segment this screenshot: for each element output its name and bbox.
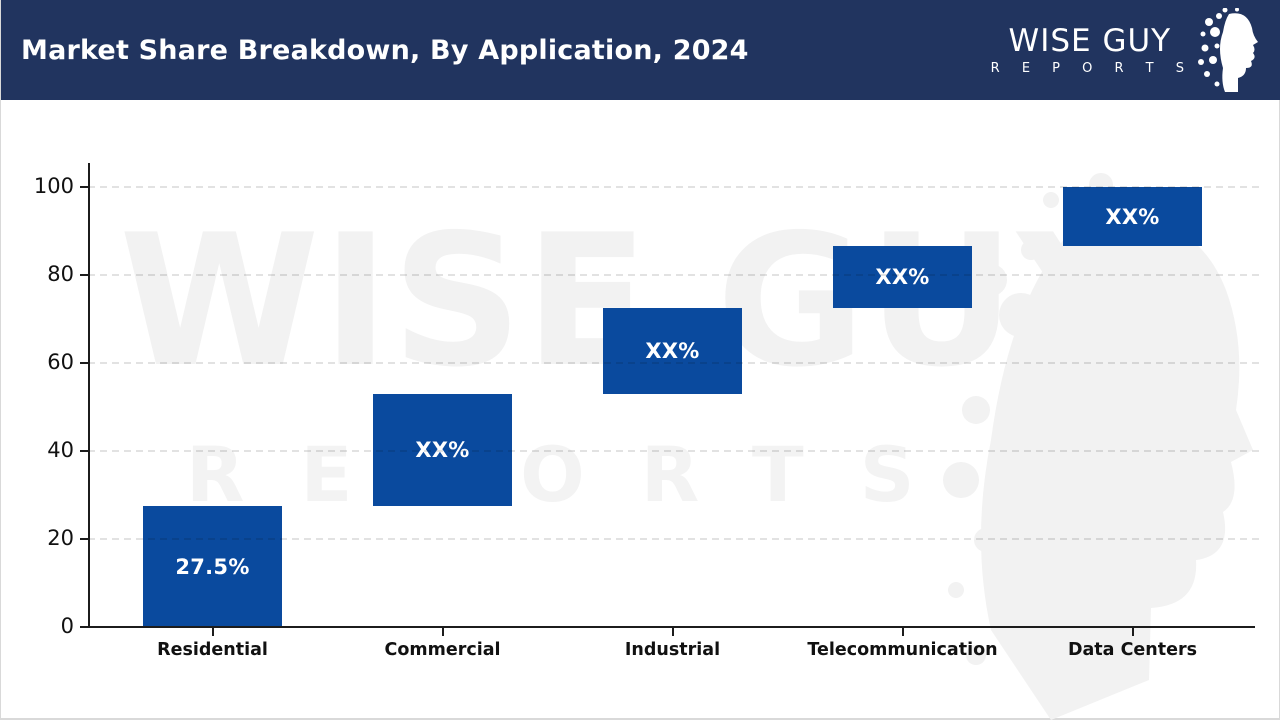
gridline-100	[88, 186, 1263, 188]
category-label-telecommunication: Telecommunication	[807, 640, 998, 660]
bar-value-label: 27.5%	[175, 554, 250, 579]
y-tick-40	[80, 450, 88, 452]
x-axis	[88, 626, 1255, 628]
brand-logo-face-icon	[1198, 8, 1258, 92]
bar-value-label: XX%	[1105, 204, 1160, 229]
bar-industrial: XX%	[603, 308, 742, 394]
header: Market Share Breakdown, By Application, …	[1, 0, 1280, 100]
y-tick-label-80: 80	[47, 262, 74, 286]
gridline-20	[88, 538, 1263, 540]
chart-title: Market Share Breakdown, By Application, …	[21, 34, 749, 66]
gridline-60	[88, 362, 1263, 364]
bar-residential: 27.5%	[143, 506, 282, 627]
x-tick-1	[211, 628, 214, 636]
y-tick-80	[80, 274, 88, 276]
brand-logo: WISE GUY R E P O R T S	[987, 8, 1267, 92]
x-tick-3	[671, 628, 674, 636]
bar-telecommunication: XX%	[833, 246, 972, 308]
gridline-40	[88, 450, 1263, 452]
bar-data-centers: XX%	[1063, 187, 1202, 247]
category-label-data-centers: Data Centers	[1067, 640, 1198, 660]
brand-logo-wordmark: WISE GUY	[1008, 22, 1172, 59]
bar-commercial: XX%	[373, 393, 512, 506]
category-label-commercial: Commercial	[384, 640, 501, 660]
y-tick-label-40: 40	[47, 438, 74, 462]
gridline-80	[88, 274, 1263, 276]
y-tick-label-20: 20	[47, 526, 74, 550]
x-tick-5	[1131, 628, 1134, 636]
bar-value-label: XX%	[415, 437, 470, 462]
x-tick-2	[441, 628, 444, 636]
x-tick-4	[901, 628, 904, 636]
y-tick-label-60: 60	[47, 350, 74, 374]
brand-logo-subtitle: R E P O R T S	[990, 60, 1193, 76]
y-tick-label-100: 100	[33, 174, 74, 198]
y-tick-60	[80, 362, 88, 364]
bar-value-label: XX%	[645, 338, 700, 363]
y-tick-100	[80, 186, 88, 188]
category-label-residential: Residential	[157, 640, 268, 660]
y-axis	[88, 163, 90, 628]
category-label-industrial: Industrial	[624, 640, 721, 660]
bar-value-label: XX%	[875, 265, 930, 290]
y-tick-20	[80, 538, 88, 540]
y-tick-0	[80, 626, 88, 628]
y-tick-label-0: 0	[60, 614, 74, 638]
